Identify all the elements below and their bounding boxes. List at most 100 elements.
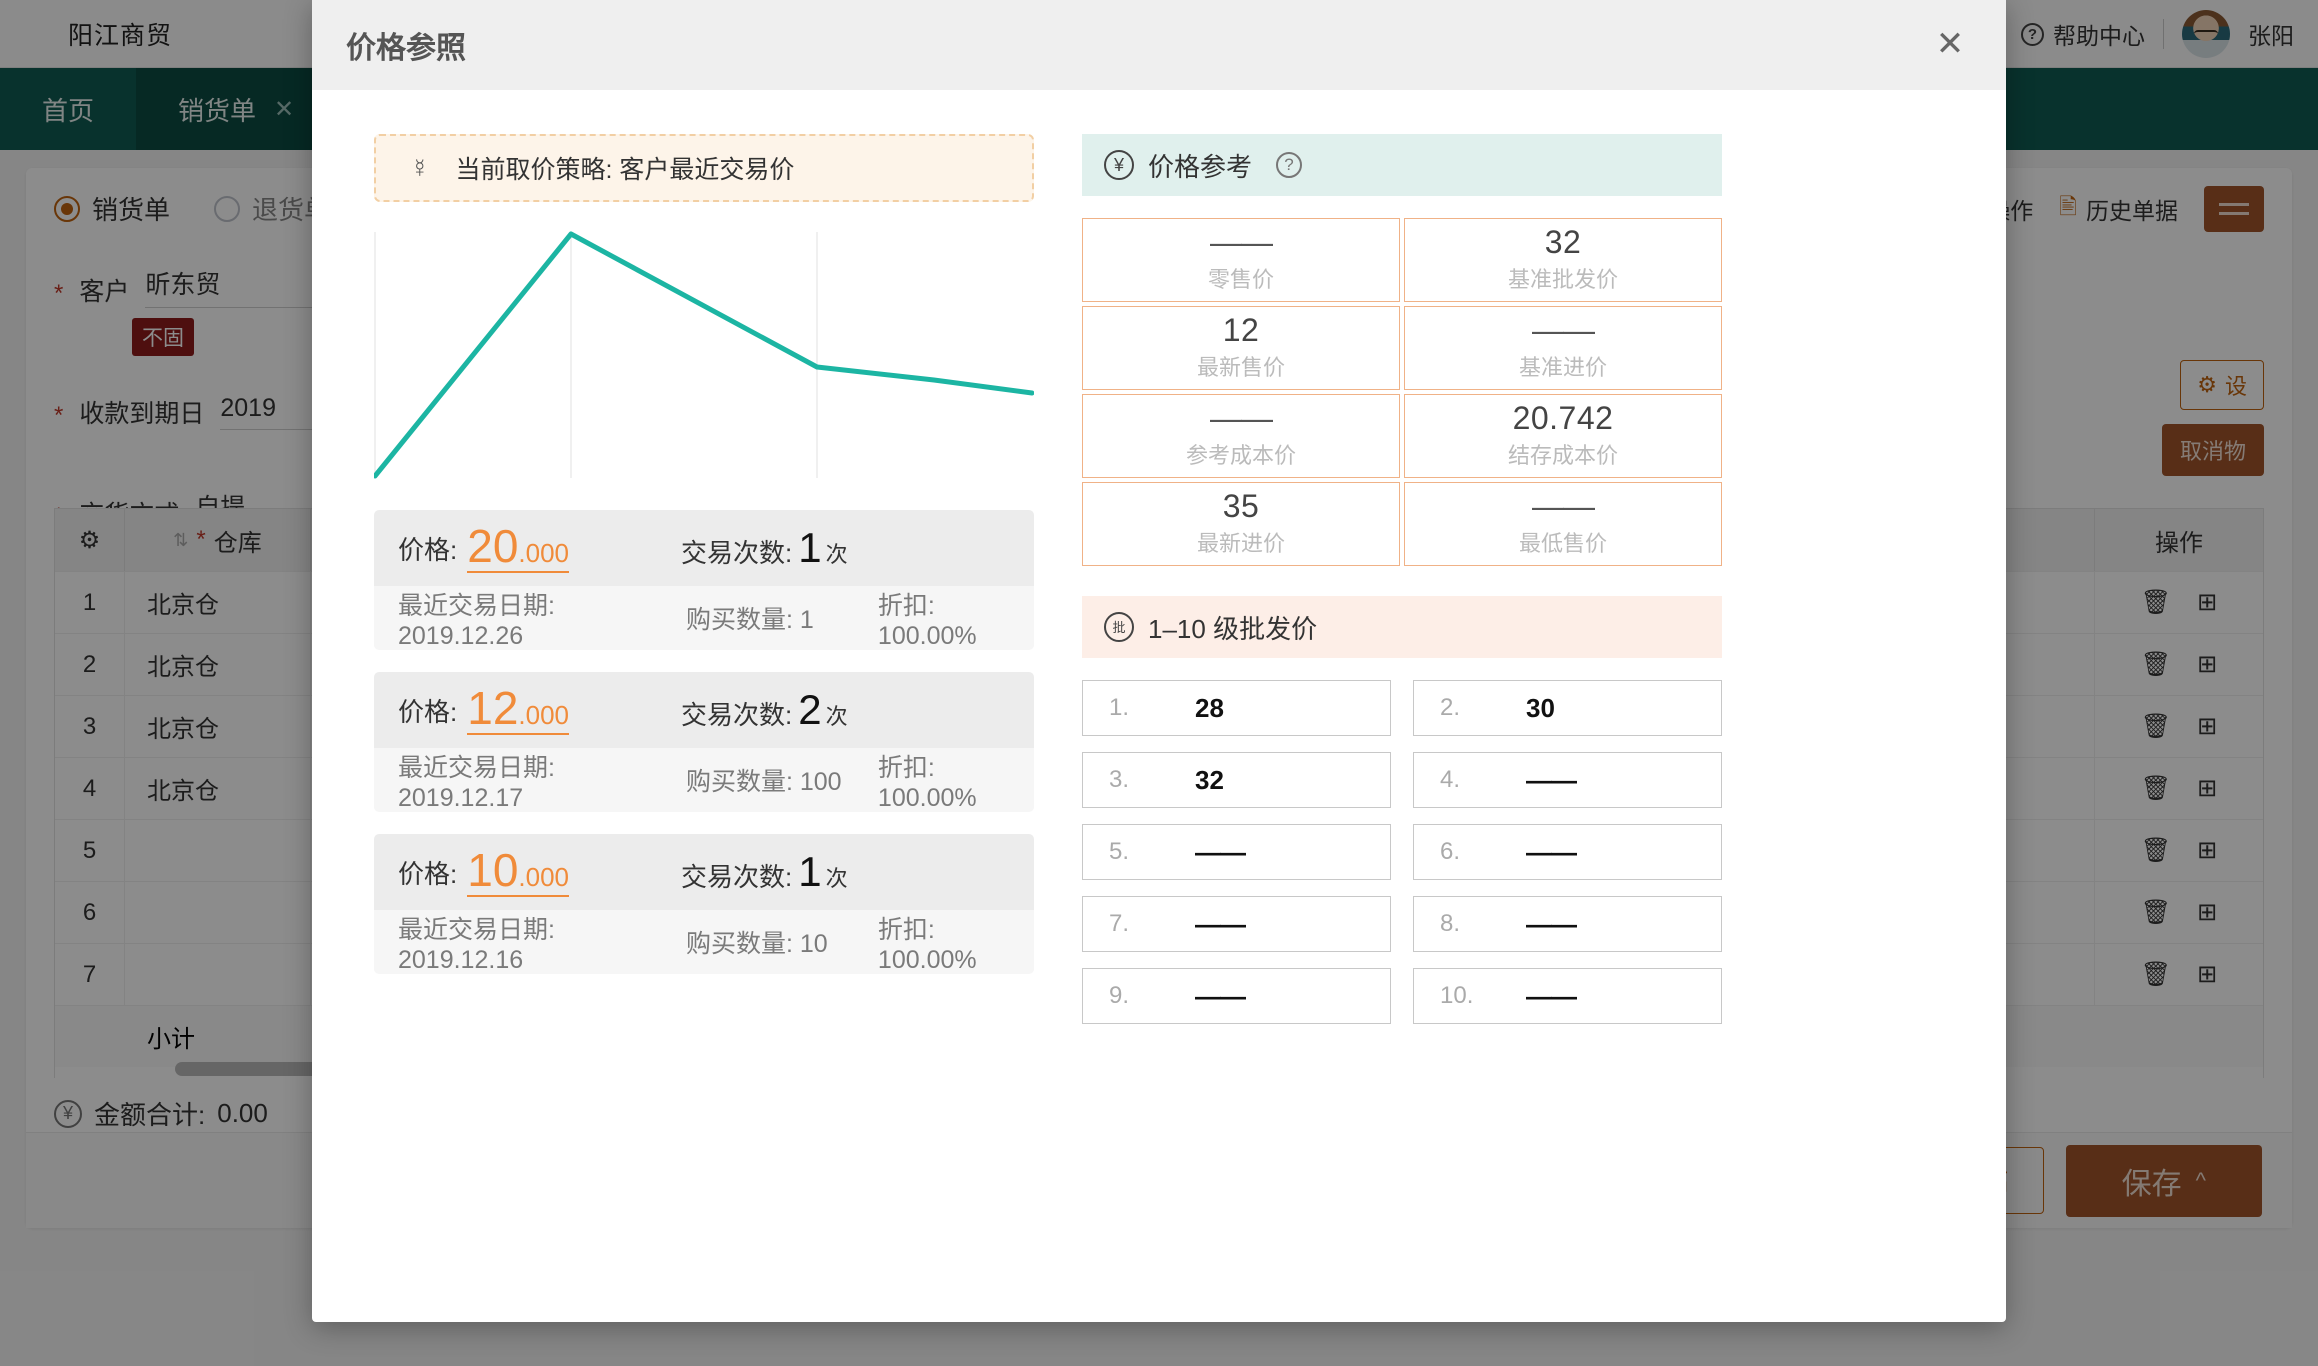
wholesale-level-10[interactable]: 10. —— [1413,968,1722,1024]
last-transaction-date-label: 最近交易日期: [398,591,555,620]
radio-sales-order[interactable]: 销货单 [54,190,170,227]
row-warehouse[interactable]: 北京仓 [125,695,311,758]
transaction-card-detail: 最近交易日期: 2019.12.26 购买数量: 1 折扣: 100.00% [374,586,1034,650]
discount: 折扣: 100.00% [878,910,1034,975]
wholesale-level-1[interactable]: 1. 28 [1082,680,1391,736]
price-cell-latest-sale[interactable]: 12 最新售价 [1082,306,1400,390]
column-operations-label: 操作 [2155,529,2203,557]
cancel-logistics-button[interactable]: 取消物 [2161,424,2264,476]
delete-icon[interactable]: 🗑 [2140,837,2172,864]
wholesale-level-9[interactable]: 9. —— [1082,968,1391,1024]
wholesale-level-2[interactable]: 2. 30 [1413,680,1722,736]
chart-line-series [374,231,1034,479]
row-warehouse[interactable]: 北京仓 [125,571,311,634]
customer-input[interactable]: 昕东贸 [145,265,446,308]
delete-icon[interactable]: 🗑 [2140,713,2172,740]
wholesale-level-5[interactable]: 5. —— [1082,824,1391,880]
transaction-card[interactable]: 价格: 12 .000 交易次数: 2 次 最近交易日期: 2019.12.17 [374,672,1034,812]
transaction-count-value: 1 [798,523,822,571]
copy-icon[interactable]: ⊞ [2197,899,2218,926]
wholesale-level-value: —— [1195,908,1246,939]
settings-button[interactable]: ⚙ 设 [2180,360,2264,410]
history-documents-label: 历史单据 [2086,198,2178,224]
price-cell-reference-cost[interactable]: —— 参考成本价 [1082,394,1400,478]
wholesale-level-3[interactable]: 3. 32 [1082,752,1391,808]
close-icon[interactable]: ✕ [274,95,295,123]
row-batch[interactable] [1845,881,2095,944]
price-cell-latest-purchase[interactable]: 35 最新进价 [1082,482,1400,566]
column-warehouse-label: 仓库 [213,529,262,557]
close-icon[interactable]: ✕ [1935,25,1965,63]
copy-icon[interactable]: ⊞ [2197,775,2218,802]
copy-icon[interactable]: ⊞ [2197,961,2218,988]
copy-icon[interactable]: ⊞ [2197,589,2218,616]
tab-sales-order[interactable]: 销货单 ✕ [136,68,337,150]
menu-button[interactable] [2204,186,2264,232]
price-cell-value: —— [1532,312,1595,349]
row-batch[interactable] [1845,757,2095,820]
wholesale-level-index: 5. [1109,838,1130,865]
purchase-qty-label: 购买数量: [685,606,793,634]
tab-home[interactable]: 首页 [0,68,136,150]
wholesale-level-7[interactable]: 7. —— [1082,896,1391,952]
price-cell-lowest-sale[interactable]: —— 最低售价 [1404,482,1722,566]
wholesale-level-index: 1. [1109,694,1130,721]
wholesale-level-4[interactable]: 4. —— [1413,752,1722,808]
row-actions: 🗑 ⊞ [2095,696,2263,758]
wholesale-level-index: 8. [1440,910,1461,937]
row-batch[interactable] [1845,633,2095,696]
wholesale-level-index: 10. [1440,982,1474,1009]
price-cell-balance-cost[interactable]: 20.742 结存成本价 [1404,394,1722,478]
price-cell-label: 最新进价 [1196,530,1285,556]
gear-icon: ⚙ [78,526,101,554]
transaction-card[interactable]: 价格: 10 .000 交易次数: 1 次 最近交易日期: 2019.12.16 [374,834,1034,974]
transaction-count: 交易次数: 2 次 [681,688,848,732]
save-button[interactable]: 保存 ^ [2065,1144,2262,1217]
price-cell-label: 最新售价 [1196,354,1285,380]
column-warehouse[interactable]: ⇅ * 仓库 [125,509,311,571]
price-history-chart [374,228,1034,488]
row-batch[interactable] [1845,819,2095,882]
row-warehouse[interactable]: 北京仓 [125,633,311,696]
price-cell-base-purchase[interactable]: —— 基准进价 [1404,306,1722,390]
wholesale-level-index: 4. [1440,766,1461,793]
wholesale-level-6[interactable]: 6. —— [1413,824,1722,880]
avatar[interactable] [2182,10,2230,58]
transaction-count-value: 1 [798,847,822,895]
copy-icon[interactable]: ⊞ [2197,837,2218,864]
discount-value: 100.00% [877,945,977,974]
copy-icon[interactable]: ⊞ [2197,651,2218,678]
bulb-icon: ☿ [410,152,430,183]
delete-icon[interactable]: 🗑 [2140,961,2172,988]
wholesale-level-8[interactable]: 8. —— [1413,896,1722,952]
wholesale-level-value: —— [1195,836,1246,867]
delete-icon[interactable]: 🗑 [2140,775,2172,802]
row-warehouse[interactable] [125,881,311,944]
delete-icon[interactable]: 🗑 [2140,589,2172,616]
price-value: 12 .000 [467,685,570,735]
row-actions: 🗑 ⊞ [2095,882,2263,944]
user-name: 张阳 [2248,23,2294,49]
row-warehouse[interactable] [125,819,311,882]
price-cell-base-wholesale[interactable]: 32 基准批发价 [1404,218,1722,302]
column-settings-button[interactable]: ⚙ [55,509,125,571]
row-batch[interactable] [1845,695,2095,758]
price-cell-label: 最低售价 [1518,530,1607,556]
question-icon[interactable]: ? [1276,152,1303,178]
row-actions: 🗑 ⊞ [2095,820,2263,882]
history-documents-button[interactable]: 🖹 历史单据 [2059,190,2178,228]
transaction-count-unit: 次 [825,541,848,567]
row-batch[interactable] [1845,571,2095,634]
transaction-card[interactable]: 价格: 20 .000 交易次数: 1 次 最近交易日期: 2019.12.26 [374,510,1034,650]
row-warehouse[interactable] [125,943,311,1006]
discount: 折扣: 100.00% [878,748,1034,813]
history-doc-icon: 🖹 [2059,194,2077,219]
row-batch[interactable] [1845,943,2095,1006]
discount-value: 100.00% [877,783,977,812]
delete-icon[interactable]: 🗑 [2140,899,2172,926]
copy-icon[interactable]: ⊞ [2197,713,2218,740]
delete-icon[interactable]: 🗑 [2140,651,2172,678]
row-warehouse[interactable]: 北京仓 [125,757,311,820]
price-cell-retail[interactable]: —— 零售价 [1082,218,1400,302]
help-center-link[interactable]: ? 帮助中心 [2021,17,2145,51]
